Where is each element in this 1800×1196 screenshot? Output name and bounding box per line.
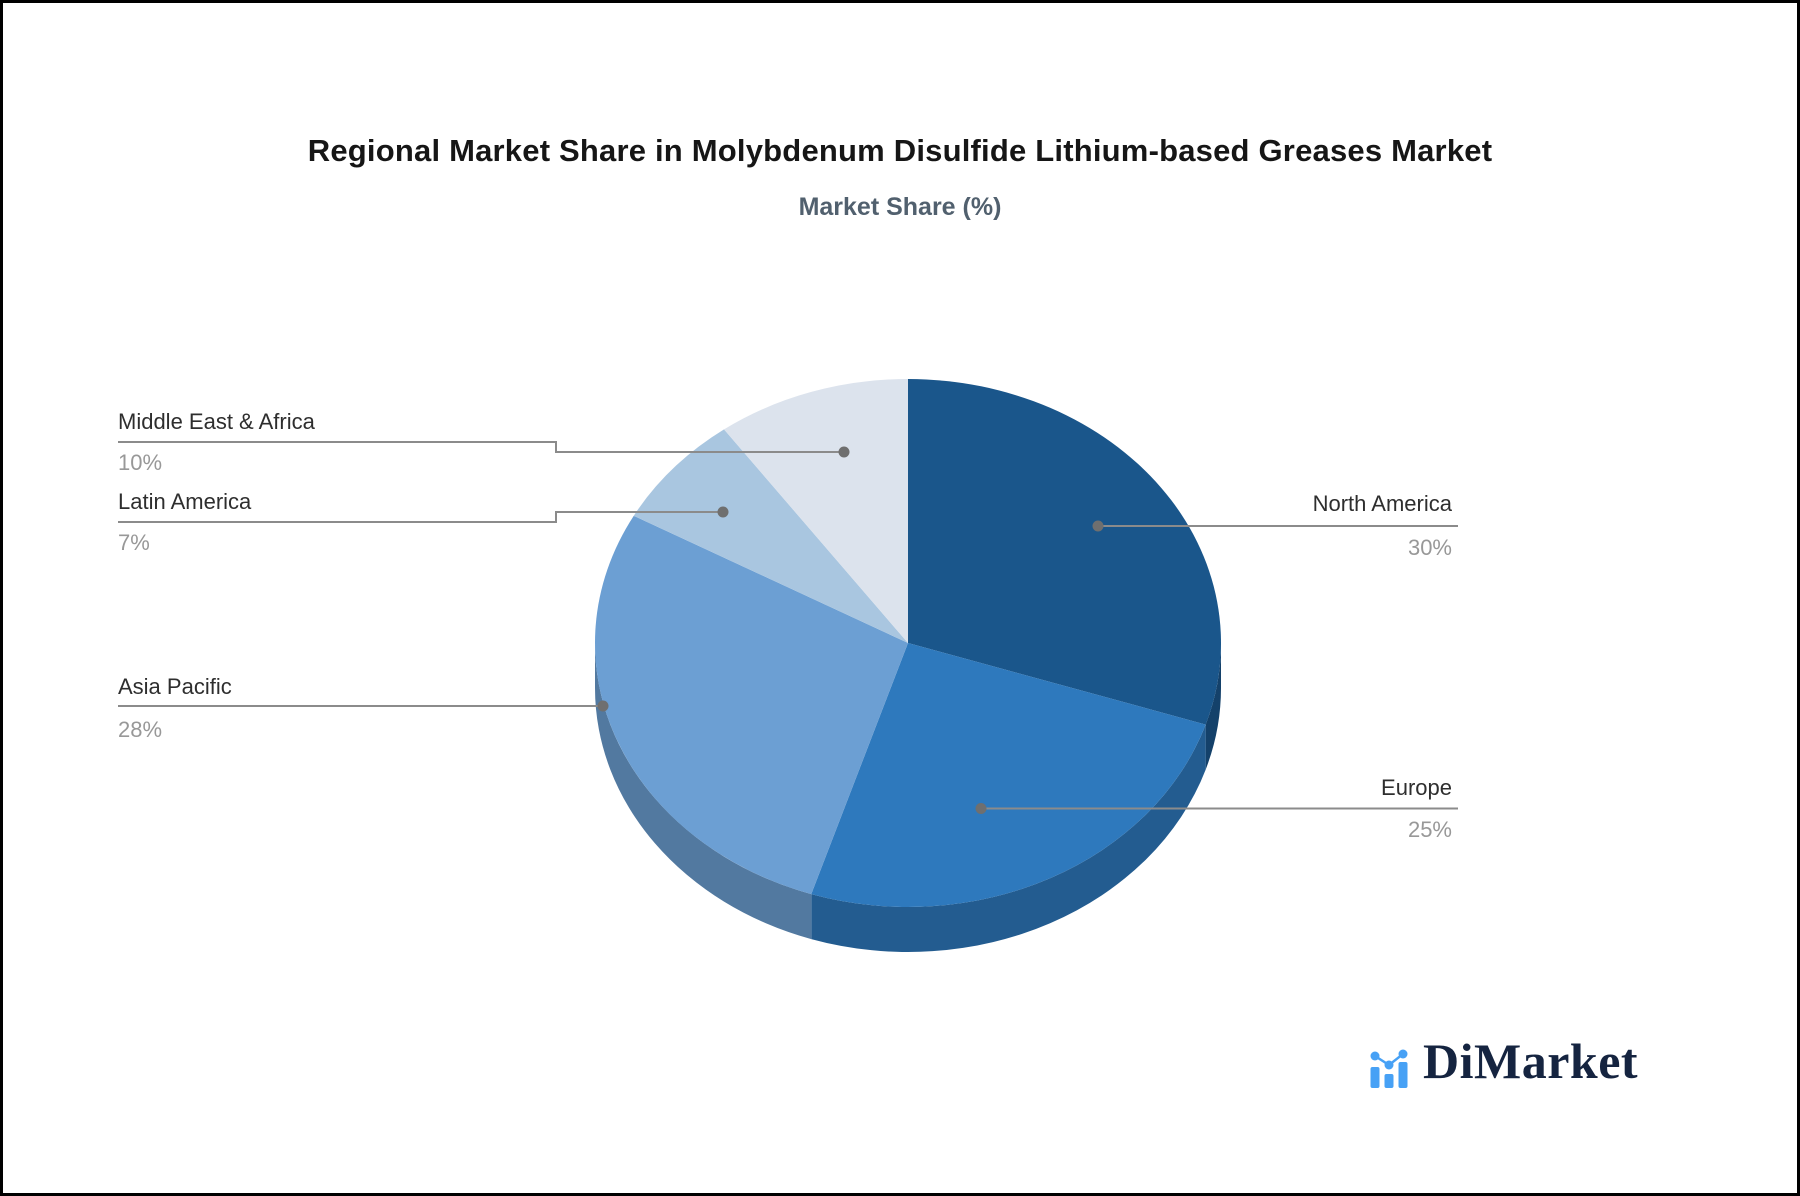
dimarket-logo: DiMarket xyxy=(1365,1031,1638,1091)
pie-slice-middle-east-africa xyxy=(724,379,908,643)
pie-slice-north-america xyxy=(908,379,1221,725)
leader-line-latin-america xyxy=(118,511,723,523)
callout-value-asia-pacific: 28% xyxy=(118,717,163,742)
callout-label-asia-pacific: Asia Pacific xyxy=(118,674,232,699)
callout-value-latin-america: 7% xyxy=(118,530,150,555)
callout-label-europe: Europe xyxy=(1381,775,1452,800)
chart-title: Regional Market Share in Molybdenum Disu… xyxy=(307,133,1493,168)
leader-dot-middle-east-africa xyxy=(838,446,850,458)
callout-value-europe: 25% xyxy=(1407,817,1452,842)
callout-label-middle-east-africa: Middle East & Africa xyxy=(118,409,315,434)
pie-slice-europe xyxy=(811,643,1206,908)
callout-value-north-america: 30% xyxy=(1407,535,1452,560)
pie-slice-side-north-america xyxy=(1205,643,1221,770)
leader-dot-asia-pacific xyxy=(597,700,609,712)
leader-dot-north-america xyxy=(1092,520,1104,532)
chart-subtitle: Market Share (%) xyxy=(798,193,1002,221)
leader-dot-europe xyxy=(975,803,987,814)
callout-label-north-america: North America xyxy=(1312,491,1452,516)
callout-label-latin-america: Latin America xyxy=(118,489,252,514)
dimarket-logo-text: DiMarket xyxy=(1423,1033,1639,1089)
pie-slice-asia-pacific xyxy=(595,515,908,895)
pie-slice-latin-america xyxy=(633,429,908,643)
bar-line-chart-icon xyxy=(1370,1049,1408,1088)
callout-value-middle-east-africa: 10% xyxy=(118,450,163,475)
pie-chart xyxy=(118,379,1458,953)
leader-dot-latin-america xyxy=(717,506,729,518)
pie-slice-side-europe xyxy=(811,724,1206,953)
pie-slice-side-asia-pacific xyxy=(595,643,812,940)
leader-line-middle-east-africa xyxy=(118,441,844,453)
